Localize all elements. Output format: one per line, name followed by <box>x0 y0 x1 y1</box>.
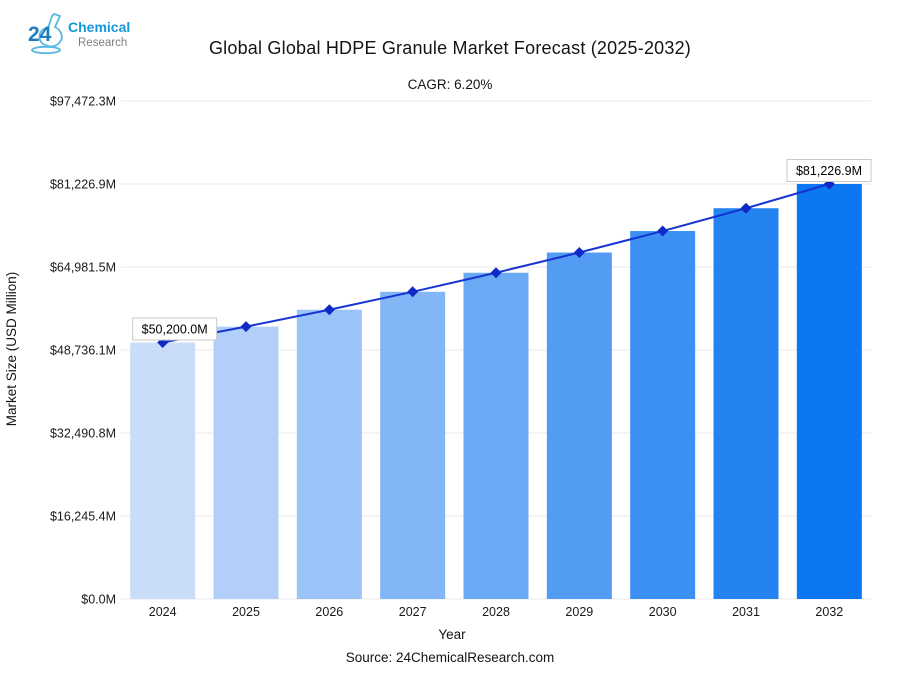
bar-2027 <box>380 291 446 599</box>
bar-2024 <box>130 342 196 599</box>
y-tick-label: $81,226.9M <box>50 178 116 192</box>
bar-2029 <box>546 252 612 600</box>
bar-2030 <box>630 231 696 599</box>
flask-icon <box>31 12 63 55</box>
x-tick-label: 2025 <box>232 605 260 619</box>
x-axis-title: Year <box>438 627 466 642</box>
data-label-box <box>786 159 872 183</box>
marker-2028 <box>490 267 502 279</box>
bar-2026 <box>296 309 362 599</box>
data-labels: $50,200.0M $81,226.9M <box>132 159 872 341</box>
bar-2025 <box>213 326 279 599</box>
line-series <box>157 178 835 349</box>
marker-2026 <box>323 304 335 316</box>
x-tick-label: 2031 <box>732 605 760 619</box>
x-axis-ticks: 2024 2025 2026 2027 2028 2029 2030 2031 2032 <box>149 605 844 619</box>
marker-2031 <box>740 202 752 214</box>
x-tick-label: 2028 <box>482 605 510 619</box>
y-tick-label: $48,736.1M <box>50 344 116 358</box>
y-tick-label: $32,490.8M <box>50 426 116 440</box>
bar-2028 <box>463 272 529 599</box>
x-tick-label: 2030 <box>649 605 677 619</box>
marker-2027 <box>407 286 419 298</box>
x-tick-label: 2026 <box>315 605 343 619</box>
logo-text-chemical: Chemical <box>68 19 130 35</box>
data-label-text: $50,200.0M <box>142 323 208 337</box>
data-label-text: $81,226.9M <box>796 164 862 178</box>
x-tick-label: 2027 <box>399 605 427 619</box>
y-axis-ticks: $0.0M $16,245.4M $32,490.8M $48,736.1M $64,9… <box>50 95 116 607</box>
marker-2029 <box>573 247 585 259</box>
logo-number: 24 <box>28 23 52 46</box>
marker-2025 <box>240 321 252 333</box>
bar-series <box>130 184 862 600</box>
bar-2032 <box>796 184 862 599</box>
x-tick-label: 2024 <box>149 605 177 619</box>
chart-subtitle: CAGR: 6.20% <box>407 77 493 92</box>
y-tick-label: $0.0M <box>81 593 116 607</box>
logo: 24 Chemical Research <box>28 12 130 55</box>
chart-title: Global Global HDPE Granule Market Foreca… <box>208 38 692 58</box>
source-text: Source: 24ChemicalResearch.com <box>346 650 555 665</box>
y-tick-label: $64,981.5M <box>50 261 116 275</box>
logo-text-research: Research <box>78 37 127 49</box>
x-tick-label: 2029 <box>565 605 593 619</box>
x-tick-label: 2032 <box>815 605 843 619</box>
marker-2030 <box>657 225 669 237</box>
y-tick-label: $16,245.4M <box>50 509 116 523</box>
data-label-box <box>132 317 218 341</box>
y-tick-label: $97,472.3M <box>50 95 116 109</box>
bar-2031 <box>713 208 779 599</box>
y-axis-title: Market Size (USD Million) <box>4 272 19 427</box>
